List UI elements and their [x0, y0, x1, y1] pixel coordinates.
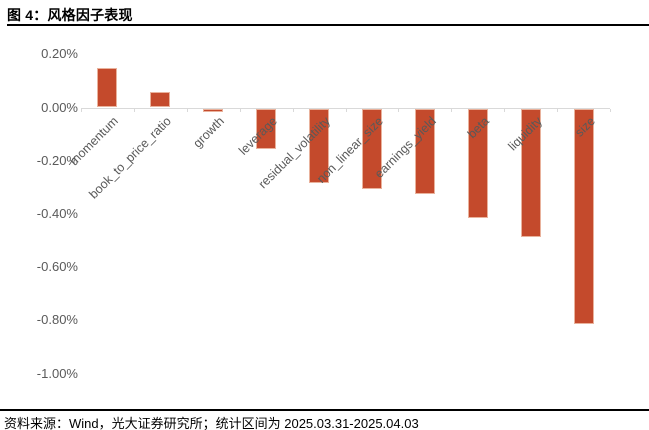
bar-non_linear_size: [361, 109, 382, 189]
y-axis-tick-label: -1.00%: [36, 365, 78, 381]
x-axis-tick: [398, 109, 400, 112]
x-axis-tick: [345, 109, 347, 112]
x-axis-tick: [81, 109, 82, 112]
x-axis-category-label: growth: [190, 113, 228, 150]
figure-title: 图 4：风格因子表现: [7, 7, 133, 23]
footer-divider: [0, 409, 649, 411]
y-axis-tick-label: -0.60%: [36, 259, 78, 275]
bar-beta: [467, 109, 488, 219]
bar-size: [573, 109, 594, 325]
y-axis-tick-label: -0.80%: [36, 312, 78, 328]
bar-residual_volatility: [309, 109, 330, 184]
x-axis-tick: [504, 109, 506, 112]
x-axis-tick: [133, 109, 135, 112]
x-axis-category-label: momentum: [67, 113, 122, 168]
y-axis-tick-label: -0.40%: [36, 205, 78, 221]
style-factor-bar-chart: 0.20% 0.00% -0.20% -0.40% -0.60% -0.80% -1.00%…: [0, 30, 649, 405]
x-axis-tick: [610, 109, 611, 112]
y-axis-tick-label: 0.00%: [41, 99, 78, 115]
bar-momentum: [97, 67, 118, 108]
bar-leverage: [256, 109, 277, 149]
x-axis-tick: [186, 109, 188, 112]
bar-liquidity: [520, 109, 541, 237]
source-note: 资料来源：Wind，光大证券研究所；统计区间为 2025.03.31-2025.…: [4, 416, 419, 430]
x-axis-tick: [292, 109, 294, 112]
y-axis-tick-label: 0.20%: [41, 46, 78, 62]
x-axis-line: [81, 107, 610, 109]
title-divider: [7, 24, 649, 26]
x-axis-tick: [557, 109, 559, 112]
bar-earnings_yield: [414, 109, 435, 195]
y-axis-tick-label: -0.20%: [36, 152, 78, 168]
bar-book_to_price_ratio: [150, 91, 171, 108]
x-axis-tick: [451, 109, 453, 112]
bar-growth: [203, 109, 224, 112]
x-axis-tick: [239, 109, 241, 112]
